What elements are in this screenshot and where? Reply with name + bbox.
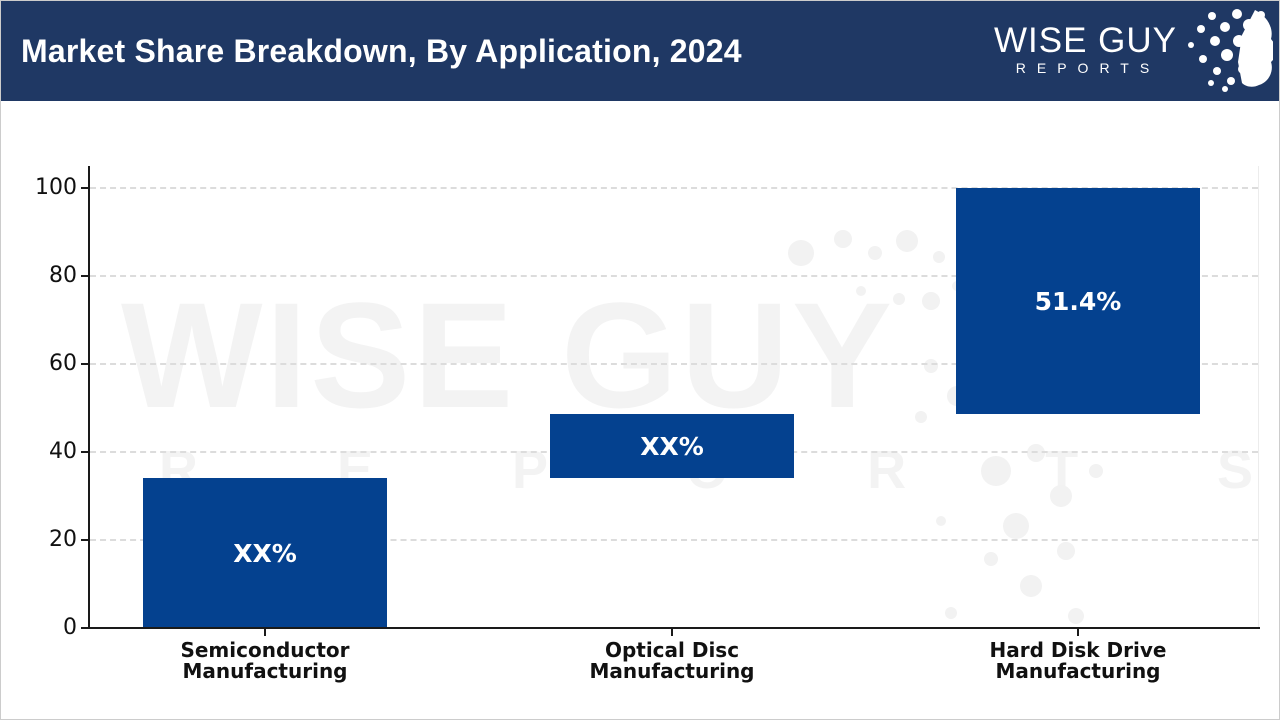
x-tick	[1077, 629, 1079, 636]
x-label-line2: Manufacturing	[182, 659, 348, 683]
x-label-optical-disc-manufacturing: Optical Disc Manufacturing	[522, 640, 822, 682]
x-axis-line	[88, 627, 1260, 629]
y-tick	[81, 275, 89, 277]
x-label-semiconductor-manufacturing: Semiconductor Manufacturing	[115, 640, 415, 682]
watermark-wiseguy-text: WISE GUY	[121, 271, 896, 439]
y-tick-label: 40	[49, 439, 77, 464]
x-label-line1: Optical Disc	[604, 638, 740, 662]
x-label-line1: Hard Disk Drive	[989, 638, 1167, 662]
y-tick-label: 20	[49, 527, 77, 552]
y-tick	[81, 451, 89, 453]
y-tick	[81, 363, 89, 365]
logo-face-icon	[1188, 9, 1273, 92]
x-tick	[671, 629, 673, 636]
y-tick	[81, 627, 89, 629]
bar-hard-disk-drive-manufacturing: 51.4%	[956, 188, 1200, 415]
y-tick-label: 100	[35, 175, 77, 200]
x-tick	[264, 629, 266, 636]
x-label-line2: Manufacturing	[995, 659, 1161, 683]
y-tick-label: 80	[49, 263, 77, 288]
x-label-line1: Semiconductor	[180, 638, 350, 662]
x-label-hard-disk-drive-manufacturing: Hard Disk Drive Manufacturing	[928, 640, 1228, 682]
gridline	[90, 187, 1258, 189]
bar-optical-disc-manufacturing: XX%	[550, 414, 794, 479]
logo-subtitle: REPORTS	[1015, 60, 1161, 76]
wise-guy-reports-logo: WISE GUY REPORTS	[994, 7, 1273, 93]
bar-value-label: 51.4%	[1034, 286, 1122, 316]
x-label-line2: Manufacturing	[589, 659, 755, 683]
gridline	[90, 275, 1258, 277]
y-tick	[81, 539, 89, 541]
gridline	[90, 539, 1258, 541]
bar-semiconductor-manufacturing: XX%	[143, 478, 387, 628]
logo-text: WISE GUY REPORTS	[994, 23, 1177, 77]
plot-right-spine	[1258, 166, 1259, 628]
logo-wordmark: WISE GUY	[993, 21, 1177, 60]
bar-value-label: XX%	[233, 538, 297, 568]
chart-title: Market Share Breakdown, By Application, …	[21, 32, 742, 69]
bar-value-label: XX%	[640, 431, 704, 461]
y-tick-label: 60	[49, 351, 77, 376]
y-tick	[81, 187, 89, 189]
y-tick-label: 0	[63, 615, 77, 640]
gridline	[90, 363, 1258, 365]
y-axis-line	[88, 166, 90, 629]
header-bar: Market Share Breakdown, By Application, …	[1, 1, 1279, 101]
